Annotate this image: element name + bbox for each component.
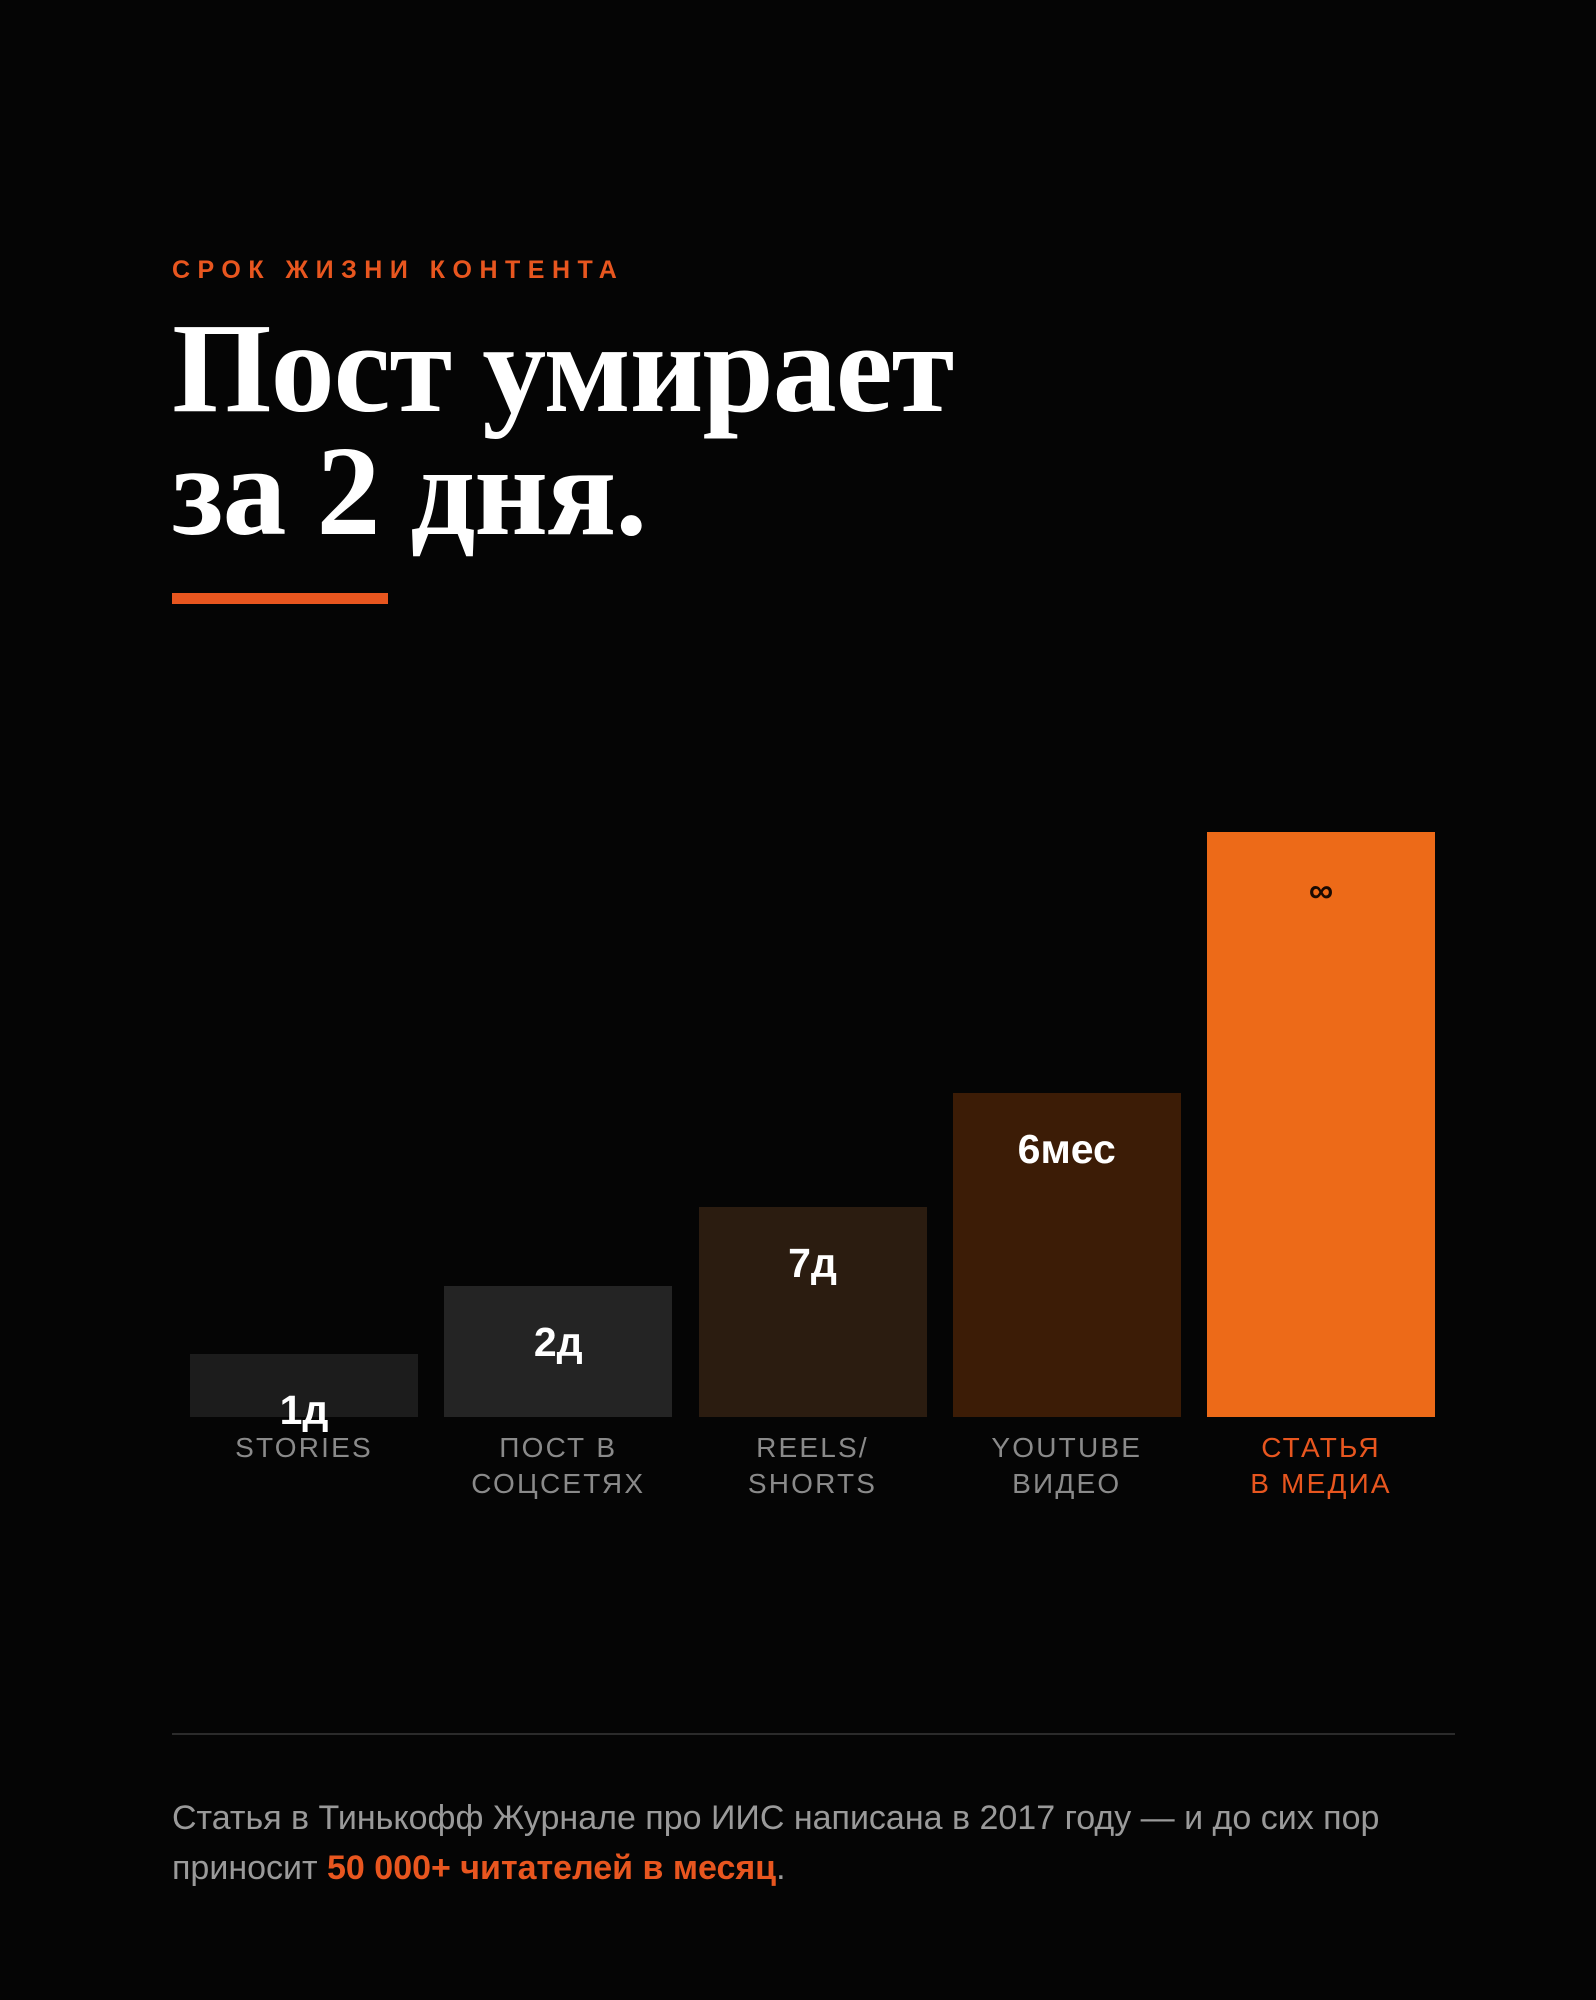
bar-value-label: ∞ bbox=[1308, 872, 1334, 910]
category-label-2: ПОСТ В СОЦСЕТЯХ bbox=[471, 1432, 646, 1500]
bar-column: 2д bbox=[444, 810, 673, 1417]
category-label-3: REELS/ SHORTS bbox=[747, 1432, 878, 1500]
bar-column: 7д bbox=[698, 810, 927, 1417]
bar-chart: 1д 2д 7д 6мес ∞ STORIES ПОСТ В СОЦСЕТЯХ REELS/… bbox=[190, 810, 1435, 1499]
bar-3: 7д bbox=[698, 1207, 927, 1417]
footer-divider bbox=[172, 1733, 1455, 1735]
footnote: Статья в Тинькофф Журнале про ИИС написа… bbox=[172, 1793, 1462, 1894]
footnote-text-before: Статья в Тинькофф Журнале про ИИС написа… bbox=[172, 1799, 1380, 1888]
bar-column: 1д bbox=[190, 810, 418, 1431]
bar-4: 6мес bbox=[952, 1093, 1181, 1417]
category-label-5: СТАТЬЯ В МЕДИА bbox=[1250, 1432, 1392, 1500]
headline-line-1: Пост умирает bbox=[172, 297, 954, 439]
bar-value-label: 1д bbox=[279, 1387, 329, 1433]
category-label-group: STORIES ПОСТ В СОЦСЕТЯХ REELS/ SHORTS YOUTU… bbox=[190, 1430, 1435, 1503]
header-block: СРОК ЖИЗНИ КОНТЕНТА Пост умирает за 2 дн… bbox=[172, 258, 1452, 604]
eyebrow-label: СРОК ЖИЗНИ КОНТЕНТА bbox=[172, 256, 625, 284]
bar-value-label: 2д bbox=[533, 1319, 583, 1365]
headline-line-2: за 2 дня. bbox=[172, 419, 647, 562]
footnote-text-after: . bbox=[776, 1849, 786, 1888]
bar-column: ∞ bbox=[1207, 810, 1435, 1417]
bar-2: 2д bbox=[444, 1286, 673, 1417]
bar-5: ∞ bbox=[1207, 832, 1435, 1417]
category-label-1: STORIES bbox=[235, 1432, 373, 1463]
category-label-4: YOUTUBE ВИДЕО bbox=[991, 1432, 1143, 1500]
bar-group: 1д 2д 7д 6мес ∞ bbox=[190, 810, 1435, 1431]
bar-1: 1д bbox=[190, 1354, 418, 1431]
page-title: Пост умирает за 2 дня. bbox=[172, 283, 1452, 562]
bar-value-label: 6мес bbox=[1017, 1126, 1116, 1172]
bar-column: 6мес bbox=[952, 810, 1181, 1417]
accent-rule bbox=[172, 592, 388, 604]
footnote-highlight: 50 000+ читателей в месяц bbox=[327, 1849, 777, 1888]
bar-value-label: 7д bbox=[788, 1240, 837, 1286]
